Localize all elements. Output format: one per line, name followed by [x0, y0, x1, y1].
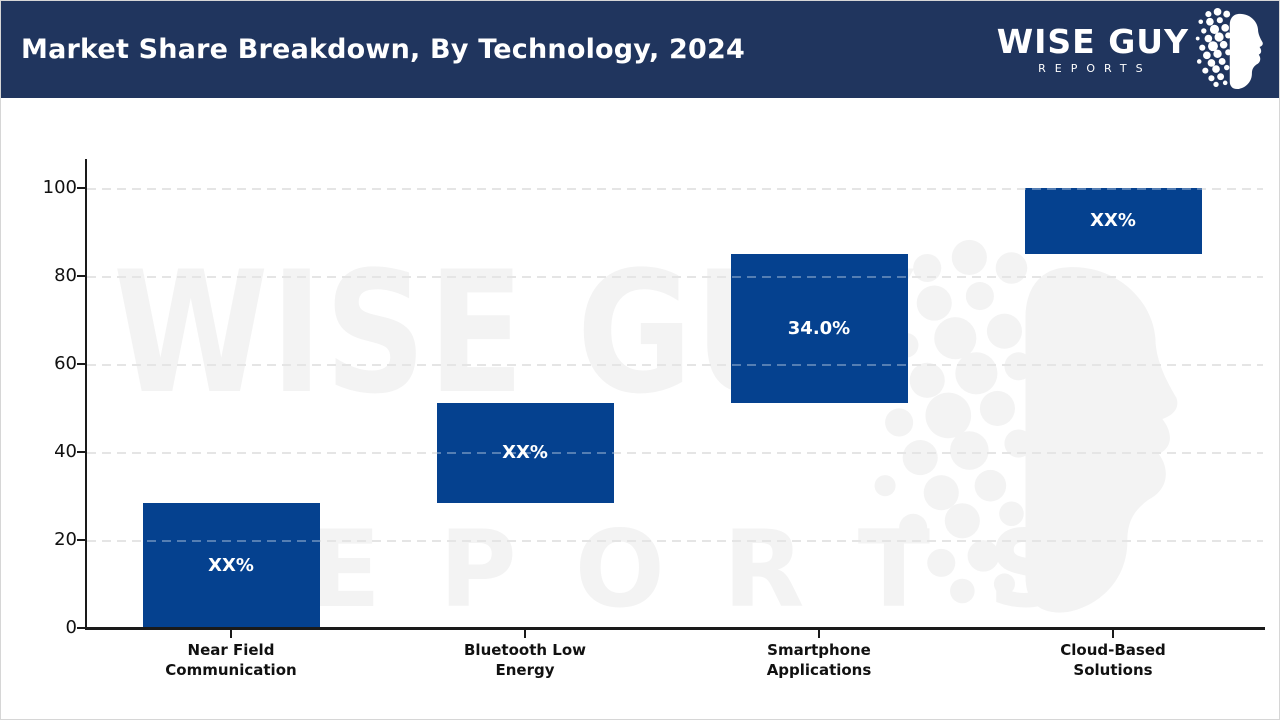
logo-face-icon: [1195, 7, 1263, 89]
category-label: Near Field Communication: [165, 641, 297, 679]
gridline: [87, 364, 1263, 366]
logo-wordmark: WISE GUY: [996, 21, 1189, 61]
gridline: [87, 276, 1263, 278]
gridline: [87, 188, 1263, 190]
bar-value-label: XX%: [208, 554, 254, 576]
y-tick-label: 100: [42, 177, 77, 198]
gridline-overlay: [87, 540, 1263, 542]
bar-value-label: XX%: [502, 442, 548, 464]
gridline: [87, 452, 1263, 454]
y-tick-label: 20: [54, 529, 77, 550]
y-tick-label: 80: [54, 265, 77, 286]
bar-segment: XX%: [1024, 187, 1202, 254]
gridline: [87, 540, 1263, 542]
y-tick-label: 40: [54, 441, 77, 462]
bar-value-label: XX%: [1090, 210, 1136, 232]
y-tick-mark: [77, 363, 85, 365]
wiseguy-logo: WISE GUY REPORTS: [996, 7, 1265, 92]
y-tick-mark: [77, 451, 85, 453]
y-tick-label: 0: [65, 617, 77, 638]
category-label: Bluetooth Low Energy: [464, 641, 586, 679]
x-tick-mark: [1112, 630, 1114, 638]
header-banner: Market Share Breakdown, By Technology, 2…: [1, 1, 1279, 98]
y-tick-mark: [77, 275, 85, 277]
logo-subtext: REPORTS: [1038, 61, 1152, 75]
category-label: Smartphone Applications: [766, 641, 872, 679]
y-axis-line: [85, 159, 87, 629]
bar-segment: XX%: [142, 502, 320, 628]
x-tick-mark: [230, 630, 232, 638]
chart-title: Market Share Breakdown, By Technology, 2…: [21, 34, 746, 65]
gridline-overlay: [87, 364, 1263, 366]
category-label: Cloud-Based Solutions: [1060, 641, 1166, 679]
y-tick-mark: [77, 187, 85, 189]
x-axis-line: [85, 627, 1265, 630]
y-tick-mark: [77, 627, 85, 629]
x-tick-mark: [524, 630, 526, 638]
gridline-overlay: [87, 276, 1263, 278]
bar-segment: XX%: [436, 402, 614, 504]
x-tick-mark: [818, 630, 820, 638]
bar-value-label: 34.0%: [787, 317, 851, 339]
gridline-overlay: [87, 452, 1263, 454]
y-tick-mark: [77, 539, 85, 541]
gridline-overlay: [87, 188, 1263, 190]
y-tick-label: 60: [54, 353, 77, 374]
